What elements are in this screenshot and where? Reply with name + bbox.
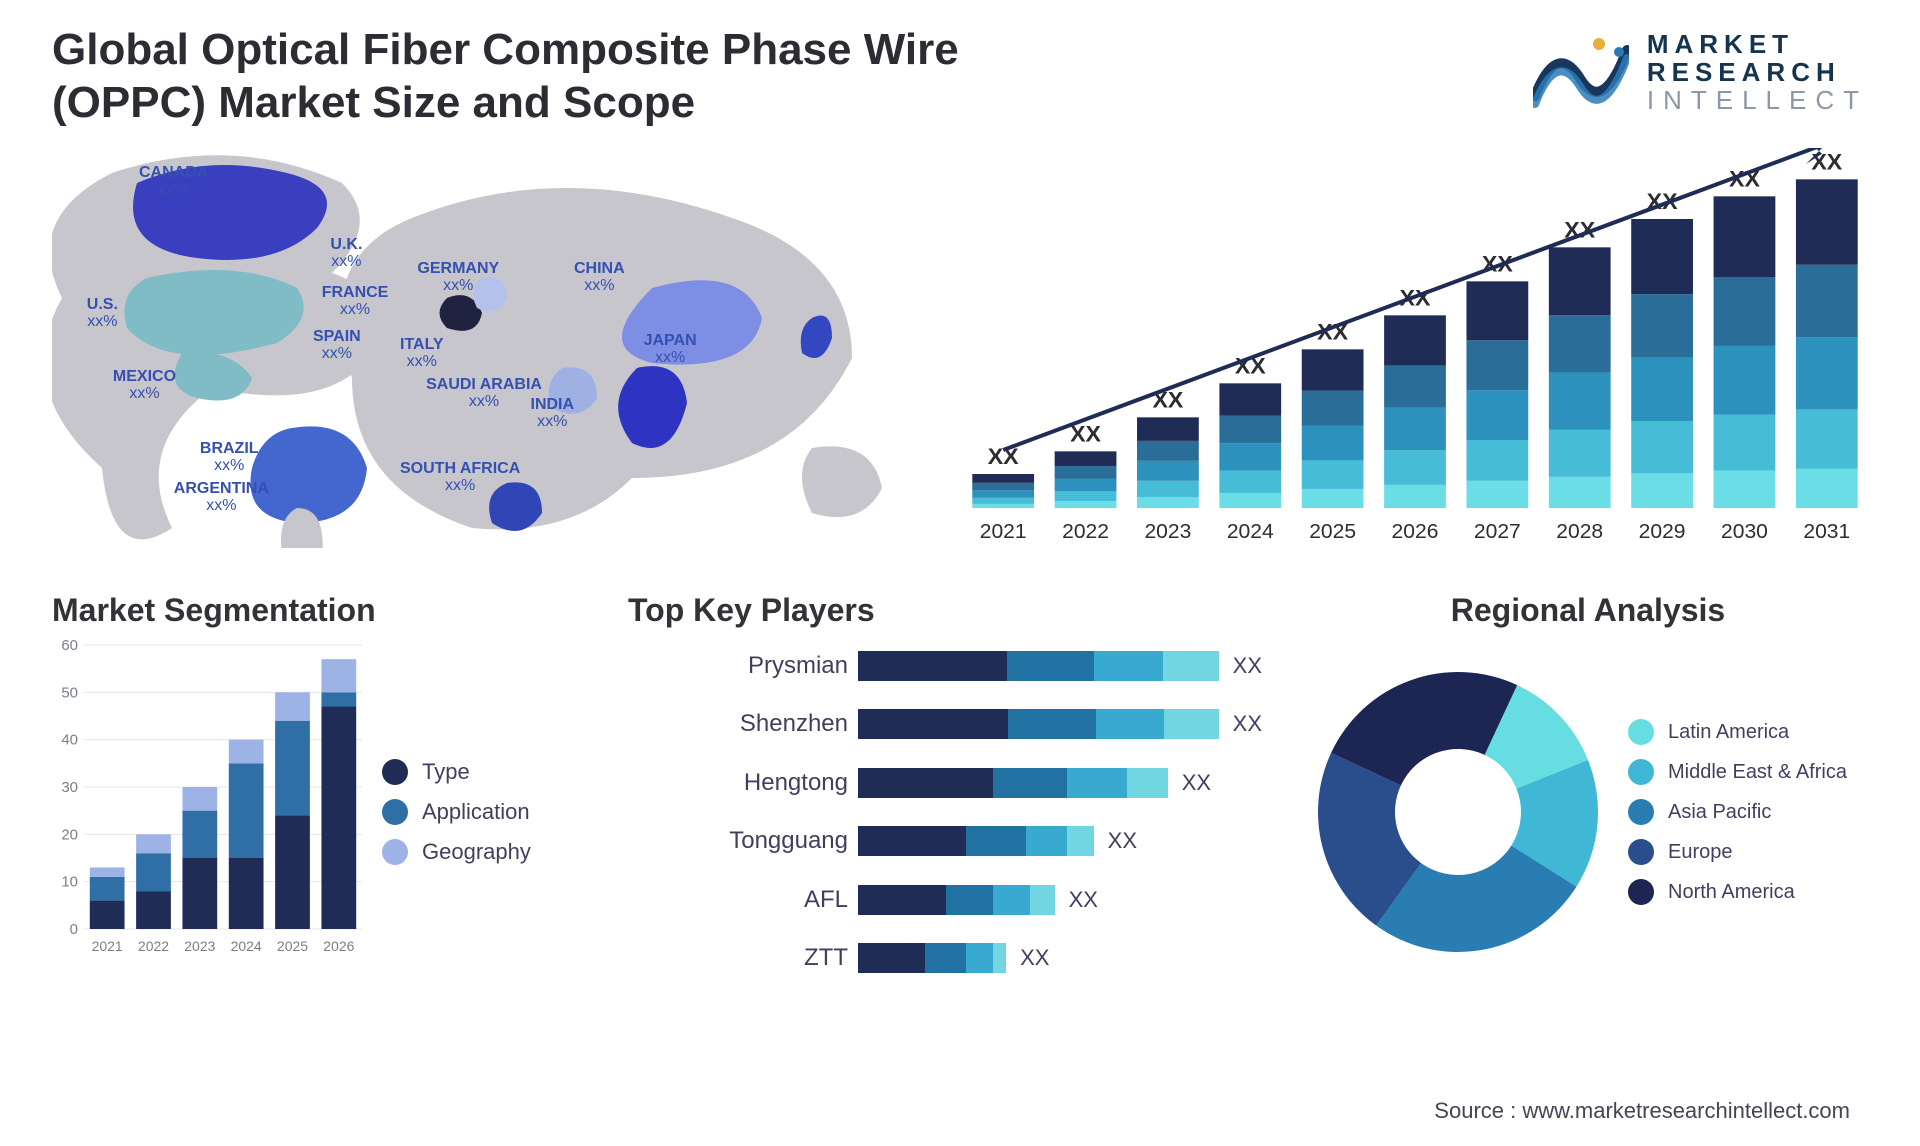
segmentation-chart: 0 10 20 30 40 50 60 2021 2022 2023 2024 2025 2026	[52, 637, 362, 957]
logo-text-line1: MARKET	[1647, 30, 1868, 58]
svg-text:2031: 2031	[1803, 520, 1850, 542]
svg-text:0: 0	[70, 921, 78, 938]
player-name: Shenzhen	[628, 710, 848, 738]
logo-text-line3: INTELLECT	[1647, 86, 1868, 114]
brand-logo: MARKET RESEARCH INTELLECT	[1533, 30, 1868, 114]
map-region	[250, 426, 367, 523]
legend-item: North America	[1628, 879, 1847, 905]
page-title: Global Optical Fiber Composite Phase Wir…	[52, 24, 1052, 130]
source-label: Source : www.marketresearchintellect.com	[1434, 1098, 1850, 1124]
logo-text-line2: RESEARCH	[1647, 58, 1868, 86]
legend-item: Europe	[1628, 839, 1847, 865]
svg-text:2025: 2025	[1309, 520, 1356, 542]
svg-text:2026: 2026	[323, 938, 354, 954]
player-name: Hengtong	[628, 769, 848, 797]
regional-title: Regional Analysis	[1308, 592, 1868, 629]
svg-text:50: 50	[61, 684, 78, 701]
players-title: Top Key Players	[628, 592, 1262, 629]
map-region	[125, 270, 304, 355]
legend-item: Geography	[382, 839, 531, 865]
svg-text:2023: 2023	[1144, 520, 1191, 542]
player-bar-row: XX	[858, 826, 1262, 856]
players-panel: Top Key Players Prysmian Shenzhen Hengtong…	[628, 568, 1262, 988]
player-name: Prysmian	[628, 652, 848, 680]
svg-text:2026: 2026	[1392, 520, 1439, 542]
svg-text:2023: 2023	[184, 938, 215, 954]
svg-text:2021: 2021	[92, 938, 123, 954]
svg-text:2027: 2027	[1474, 520, 1521, 542]
player-bar-row: XX	[858, 651, 1262, 681]
svg-text:60: 60	[61, 637, 78, 654]
svg-text:2025: 2025	[277, 938, 308, 954]
svg-text:2022: 2022	[138, 938, 169, 954]
svg-text:2021: 2021	[980, 520, 1027, 542]
header: Global Optical Fiber Composite Phase Wir…	[52, 24, 1868, 130]
svg-text:30: 30	[61, 779, 78, 796]
legend-item: Application	[382, 799, 531, 825]
legend-item: Type	[382, 759, 531, 785]
segmentation-title: Market Segmentation	[52, 592, 582, 629]
svg-text:10: 10	[61, 873, 78, 890]
world-map: CANADAxx%U.S.xx%MEXICOxx%BRAZILxx%ARGENT…	[52, 148, 922, 548]
svg-text:XX: XX	[1070, 421, 1101, 445]
player-bar-row: XX	[858, 885, 1262, 915]
svg-text:2029: 2029	[1639, 520, 1686, 542]
regional-panel: Regional Analysis Latin America Middle Ea…	[1308, 568, 1868, 988]
legend-item: Middle East & Africa	[1628, 759, 1847, 785]
svg-text:20: 20	[61, 826, 78, 843]
player-name: ZTT	[628, 944, 848, 972]
player-name: Tongguang	[628, 827, 848, 855]
segmentation-legend: Type Application Geography	[382, 637, 531, 988]
svg-text:2024: 2024	[231, 938, 262, 954]
forecast-chart: XX2021XX2022XX2023XX2024XX2025XX2026XX20…	[962, 148, 1868, 548]
player-bar-row: XX	[858, 943, 1262, 973]
logo-swoosh-icon	[1533, 34, 1629, 110]
svg-text:2028: 2028	[1556, 520, 1603, 542]
svg-text:2022: 2022	[1062, 520, 1109, 542]
player-bar-row: XX	[858, 768, 1262, 798]
player-bar-row: XX	[858, 709, 1262, 739]
segmentation-panel: Market Segmentation 0 10 20 30 40 50 60 2021 202…	[52, 568, 582, 988]
svg-text:2024: 2024	[1227, 520, 1274, 542]
regional-donut	[1308, 662, 1608, 962]
svg-text:XX: XX	[1811, 149, 1842, 173]
legend-item: Asia Pacific	[1628, 799, 1847, 825]
svg-text:40: 40	[61, 731, 78, 748]
legend-item: Latin America	[1628, 719, 1847, 745]
player-name: AFL	[628, 886, 848, 914]
regional-legend: Latin America Middle East & Africa Asia Pa…	[1628, 719, 1847, 905]
svg-text:2030: 2030	[1721, 520, 1768, 542]
